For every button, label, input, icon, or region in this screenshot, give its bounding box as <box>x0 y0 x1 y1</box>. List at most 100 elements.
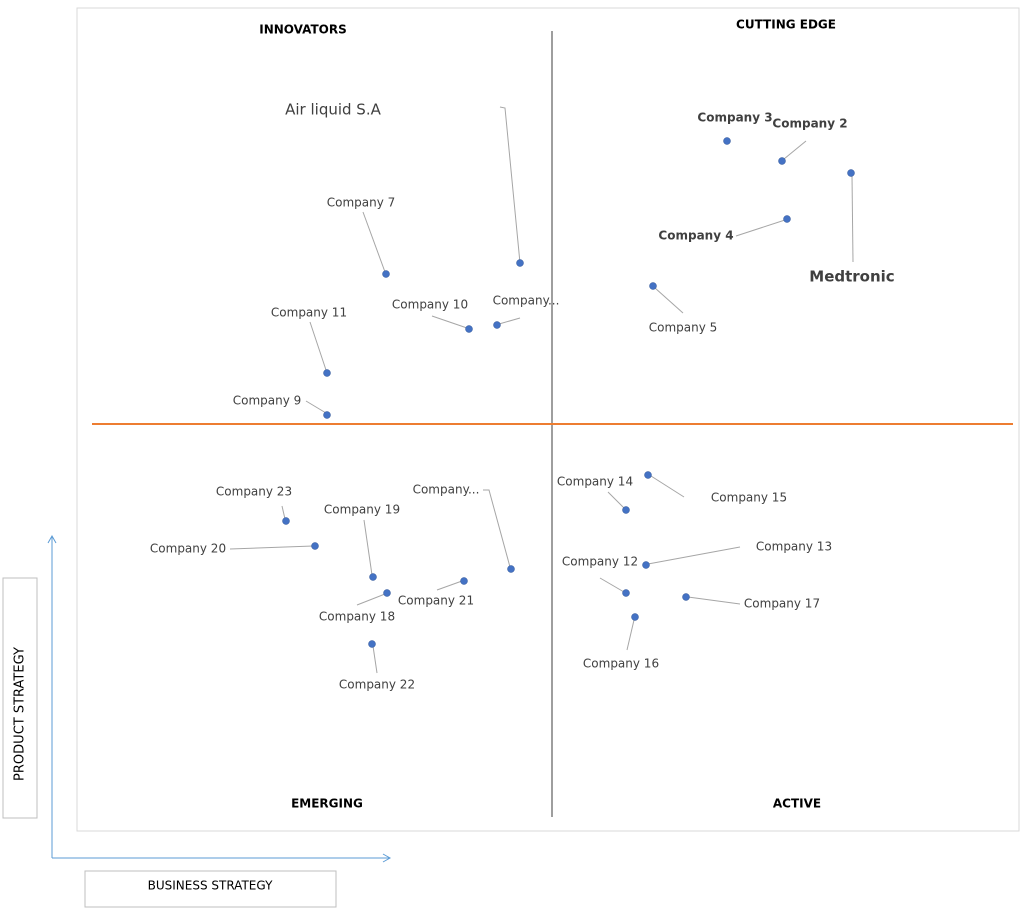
company-label: Company 16 <box>583 657 659 671</box>
company: Company 15 <box>644 471 787 505</box>
company-label: Company 21 <box>398 594 474 608</box>
company: Company 17 <box>682 593 820 611</box>
company-label: Company... <box>493 294 560 308</box>
company: Company 11 <box>271 306 347 377</box>
company-dot <box>642 561 650 569</box>
leader-line <box>309 321 327 371</box>
company-label: Company 2 <box>772 117 847 131</box>
frame <box>76 7 1020 832</box>
leader-line <box>305 400 327 414</box>
company: Company 14 <box>557 475 633 514</box>
company: Company 18 <box>319 589 395 624</box>
leader-line <box>431 315 468 329</box>
leader-line <box>498 317 521 325</box>
company-dot <box>644 471 652 479</box>
company-dot <box>282 517 290 525</box>
y-axis-label: PRODUCT STRATEGY <box>13 647 28 781</box>
leader-line <box>599 577 625 593</box>
company: Company 19 <box>324 503 400 581</box>
company-label: Company... <box>413 483 480 497</box>
company: Company 5 <box>649 282 718 335</box>
leader-line <box>783 140 807 160</box>
company-label: Company 12 <box>562 555 638 569</box>
leader-line <box>647 546 741 565</box>
leader-line <box>356 593 386 606</box>
company-dot <box>622 589 630 597</box>
company-label: Company 11 <box>271 306 347 320</box>
company-dot <box>382 270 390 278</box>
leader-line <box>372 645 378 674</box>
company: Company 13 <box>642 540 832 569</box>
leader-line <box>687 596 741 605</box>
company-label: Company 10 <box>392 298 468 312</box>
company-label: Company 7 <box>327 196 396 210</box>
company: Company 20 <box>150 542 319 556</box>
company-dot <box>383 589 391 597</box>
company: Company 3 <box>697 111 773 145</box>
company: Company... <box>493 294 560 329</box>
company-dot <box>323 411 331 419</box>
axis-arrows <box>47 534 392 863</box>
company-label: Company 5 <box>649 321 718 335</box>
leader-line <box>483 489 511 568</box>
company-dot <box>847 169 855 177</box>
company-dot <box>460 577 468 585</box>
company: Company 9 <box>233 394 331 419</box>
leader-line <box>363 519 373 576</box>
company-dot <box>323 369 331 377</box>
company-label: Company 22 <box>339 678 415 692</box>
company: Company 10 <box>392 298 473 333</box>
company-dot <box>368 640 376 648</box>
company-label: Company 13 <box>756 540 832 554</box>
x-axis-box <box>84 870 337 908</box>
company: Company... <box>413 483 515 573</box>
company-label: Company 15 <box>711 491 787 505</box>
company-dot <box>507 565 515 573</box>
company: Company 4 <box>658 215 791 243</box>
company: Company 2 <box>772 117 848 165</box>
company-label: Company 14 <box>557 475 633 489</box>
y-axis-box <box>2 577 38 819</box>
company: Company 7 <box>327 196 396 278</box>
quadrant-label: ACTIVE <box>773 797 821 811</box>
leader-line <box>607 491 625 509</box>
company-dot <box>516 259 524 267</box>
company-dot <box>311 542 319 550</box>
company-dot <box>778 157 786 165</box>
quadrant-label: INNOVATORS <box>259 23 347 37</box>
company-dot <box>631 613 639 621</box>
company-label: Company 20 <box>150 542 226 556</box>
quadrant-label: CUTTING EDGE <box>736 18 836 32</box>
company-dot <box>649 282 657 290</box>
quadrant-label: EMERGING <box>291 797 363 811</box>
company-label: Company 3 <box>697 111 772 125</box>
company-label: Company 4 <box>658 229 733 243</box>
company-dot <box>682 593 690 601</box>
company-dot <box>622 506 630 514</box>
company-label: Company 23 <box>216 485 292 499</box>
company-label: Air liquid S.A <box>285 101 381 119</box>
company-label: Medtronic <box>809 268 894 286</box>
leader-line <box>626 619 635 651</box>
company-dot <box>369 573 377 581</box>
leader-line <box>851 174 854 263</box>
company-label: Company 19 <box>324 503 400 517</box>
x-axis-label: BUSINESS STRATEGY <box>148 879 273 893</box>
company: Company 16 <box>583 613 659 671</box>
company: Company 22 <box>339 640 415 692</box>
leader-line <box>229 545 314 550</box>
company: Company 21 <box>398 577 474 608</box>
company-dot <box>465 325 473 333</box>
company-label: Company 18 <box>319 610 395 624</box>
company-dot <box>783 215 791 223</box>
leader-line <box>499 106 521 264</box>
leader-line <box>654 287 684 314</box>
company-dot <box>493 321 501 329</box>
leader-line <box>735 219 786 237</box>
company-dot <box>723 137 731 145</box>
company: Medtronic <box>809 169 895 286</box>
leader-line <box>436 580 463 591</box>
company: Company 23 <box>216 485 292 525</box>
company-label: Company 9 <box>233 394 302 408</box>
